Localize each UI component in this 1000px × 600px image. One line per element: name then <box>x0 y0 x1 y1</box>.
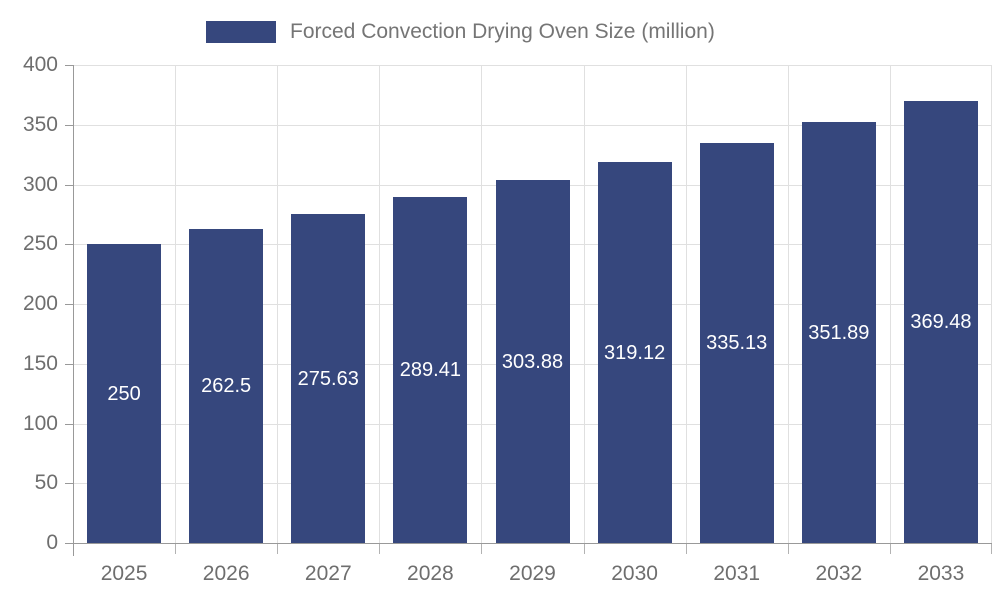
x-axis-tick <box>379 544 380 554</box>
bar-value-label: 303.88 <box>501 350 564 373</box>
x-gridline <box>379 65 380 543</box>
x-axis-tick <box>788 544 789 554</box>
y-axis-tick <box>65 363 73 365</box>
x-gridline <box>686 65 687 543</box>
x-tick-label: 2025 <box>100 562 148 585</box>
x-axis-tick <box>277 544 278 554</box>
x-gridline <box>991 65 992 543</box>
x-axis-tick <box>584 544 585 554</box>
bar-value-label: 319.12 <box>604 341 666 364</box>
bar[interactable] <box>87 244 161 543</box>
bar-value-label: 335.13 <box>706 332 768 354</box>
y-tick-label: 0 <box>46 531 58 554</box>
bar[interactable] <box>393 197 467 543</box>
bar-value-label: 351.89 <box>808 321 870 344</box>
x-gridline <box>277 65 278 543</box>
x-gridline <box>175 65 176 543</box>
y-axis-line <box>73 65 74 543</box>
bar[interactable] <box>496 180 570 543</box>
x-axis-tick <box>175 544 176 554</box>
plot-area <box>73 65 992 543</box>
bar[interactable] <box>598 162 672 543</box>
bar-value-label: 275.63 <box>297 367 359 390</box>
x-tick-label: 2032 <box>815 562 863 585</box>
x-axis-tick <box>481 544 482 554</box>
x-gridline <box>481 65 482 543</box>
x-gridline <box>890 65 891 543</box>
legend[interactable]: Forced Convection Drying Oven Size (mill… <box>206 20 715 44</box>
x-tick-label: 2031 <box>713 562 761 585</box>
y-axis-tick <box>65 244 73 246</box>
x-axis-tick <box>991 544 992 554</box>
y-axis-tick <box>65 423 73 425</box>
bar-value-label: 369.48 <box>910 311 972 333</box>
x-tick-label: 2026 <box>202 562 250 585</box>
y-tick-label: 350 <box>22 112 58 136</box>
bar-value-label: 250 <box>107 382 141 405</box>
x-axis-tick <box>686 544 687 554</box>
x-tick-label: 2030 <box>611 562 658 585</box>
x-gridline <box>788 65 789 543</box>
x-tick-label: 2028 <box>407 562 454 585</box>
bar[interactable] <box>291 214 365 543</box>
y-tick-label: 50 <box>34 471 58 495</box>
y-gridline <box>73 124 992 126</box>
y-axis-tick <box>65 483 73 485</box>
x-axis-line <box>73 543 992 544</box>
y-axis-tick <box>65 543 73 544</box>
y-tick-label: 150 <box>22 351 58 375</box>
x-tick-label: 2029 <box>509 562 556 585</box>
x-axis-first-tick <box>73 543 74 556</box>
y-tick-label: 100 <box>22 411 58 435</box>
y-gridline <box>73 65 992 66</box>
y-axis-tick <box>65 304 73 305</box>
y-axis-tick <box>65 65 73 66</box>
x-tick-label: 2027 <box>304 562 352 585</box>
bar[interactable] <box>904 101 978 543</box>
bar[interactable] <box>189 229 263 543</box>
bar[interactable] <box>802 122 876 543</box>
y-tick-label: 300 <box>22 172 58 196</box>
y-tick-label: 250 <box>22 232 58 256</box>
bar-value-label: 289.41 <box>399 359 461 381</box>
y-axis-tick <box>65 184 73 186</box>
bar[interactable] <box>700 143 774 543</box>
x-axis-tick <box>890 544 891 554</box>
y-tick-label: 400 <box>22 53 58 76</box>
y-axis-tick <box>65 124 73 126</box>
bar-value-label: 262.5 <box>201 375 252 397</box>
y-tick-label: 200 <box>22 292 58 315</box>
legend-label: Forced Convection Drying Oven Size (mill… <box>290 20 715 43</box>
x-gridline <box>584 65 585 543</box>
x-tick-label: 2033 <box>917 562 965 585</box>
legend-swatch-icon <box>206 21 276 43</box>
